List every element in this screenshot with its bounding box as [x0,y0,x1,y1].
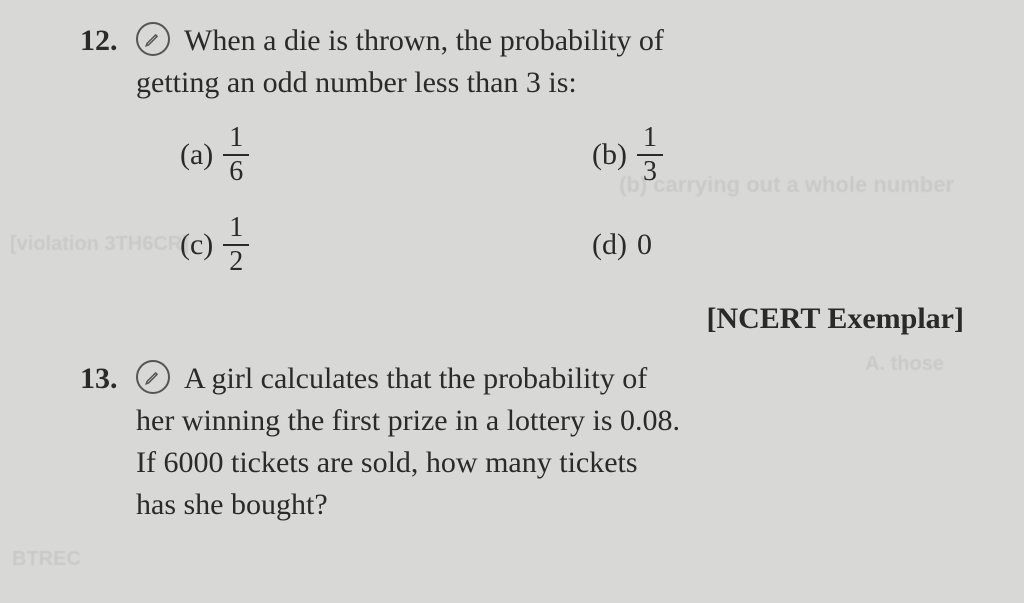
question-text-cont: her winning the first prize in a lottery… [136,400,964,442]
fraction: 1 2 [223,214,249,276]
fraction-numerator: 1 [223,214,249,244]
option-label: (a) [180,134,213,176]
question-text-cont: If 6000 tickets are sold, how many ticke… [136,442,964,484]
fraction: 1 6 [223,124,249,186]
fraction-numerator: 1 [637,124,663,154]
question-text-cont: has she bought? [136,484,964,526]
option-a: (a) 1 6 [180,124,552,186]
fraction-denominator: 3 [637,154,663,186]
question-text-cont: getting an odd number less than 3 is: [136,62,964,104]
ghost-text: BTREC [12,545,81,573]
question-number: 12. [80,20,122,62]
fraction-numerator: 1 [223,124,249,154]
pencil-icon [136,360,170,394]
source-tag: [NCERT Exemplar] [80,298,964,340]
option-label: (d) [592,224,627,266]
question-13: 13. A girl calculates that the probabili… [80,358,964,526]
fraction-denominator: 6 [223,154,249,186]
question-number: 13. [80,358,122,400]
option-value: 0 [637,224,652,266]
question-text: A girl calculates that the probability o… [184,358,964,400]
question-text: When a die is thrown, the probability of [184,20,964,62]
option-d: (d) 0 [592,214,964,276]
pencil-icon [136,22,170,56]
option-label: (c) [180,224,213,266]
question-12: 12. When a die is thrown, the probabilit… [80,20,964,276]
option-label: (b) [592,134,627,176]
fraction-denominator: 2 [223,244,249,276]
fraction: 1 3 [637,124,663,186]
option-b: (b) 1 3 [592,124,964,186]
options-grid: (a) 1 6 (b) 1 3 (c) 1 2 (d) 0 [180,124,964,276]
option-c: (c) 1 2 [180,214,552,276]
